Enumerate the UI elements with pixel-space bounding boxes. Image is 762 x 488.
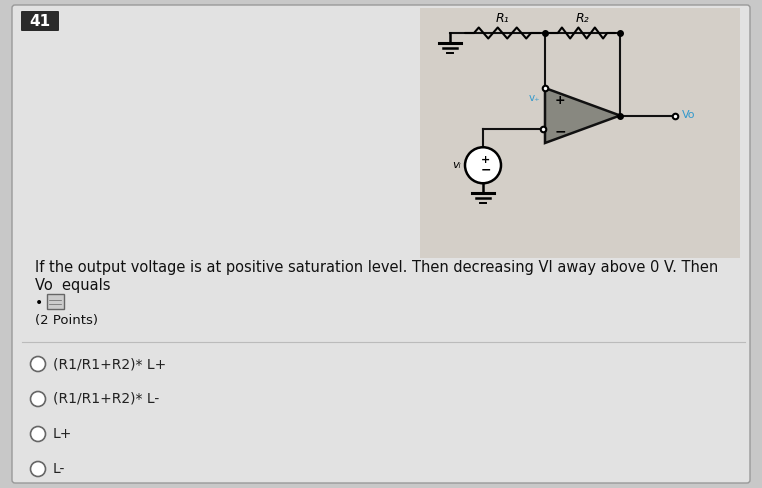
Circle shape bbox=[30, 462, 46, 476]
Circle shape bbox=[30, 427, 46, 442]
Circle shape bbox=[465, 147, 501, 183]
Text: •: • bbox=[35, 296, 43, 310]
Text: +: + bbox=[555, 94, 565, 106]
Circle shape bbox=[30, 357, 46, 371]
Text: L+: L+ bbox=[53, 427, 72, 441]
Text: −: − bbox=[481, 164, 491, 177]
Text: v₊: v₊ bbox=[528, 93, 540, 103]
Text: (2 Points): (2 Points) bbox=[35, 314, 98, 327]
FancyBboxPatch shape bbox=[46, 293, 63, 308]
FancyBboxPatch shape bbox=[420, 8, 740, 258]
FancyBboxPatch shape bbox=[21, 11, 59, 31]
Text: −: − bbox=[554, 124, 566, 138]
Text: (R1/R1+R2)* L-: (R1/R1+R2)* L- bbox=[53, 392, 159, 406]
Text: 41: 41 bbox=[30, 14, 50, 28]
Text: +: + bbox=[482, 155, 491, 165]
Polygon shape bbox=[545, 88, 620, 143]
Text: L-: L- bbox=[53, 462, 66, 476]
Text: Vo  equals: Vo equals bbox=[35, 278, 110, 293]
FancyBboxPatch shape bbox=[12, 5, 750, 483]
Circle shape bbox=[30, 391, 46, 407]
Text: R₁: R₁ bbox=[496, 13, 509, 25]
Text: vᵢ: vᵢ bbox=[453, 160, 461, 170]
Text: If the output voltage is at positive saturation level. Then decreasing VI away a: If the output voltage is at positive sat… bbox=[35, 260, 719, 275]
Text: (R1/R1+R2)* L+: (R1/R1+R2)* L+ bbox=[53, 357, 166, 371]
Text: R₂: R₂ bbox=[575, 13, 589, 25]
Text: Vo: Vo bbox=[682, 110, 696, 121]
